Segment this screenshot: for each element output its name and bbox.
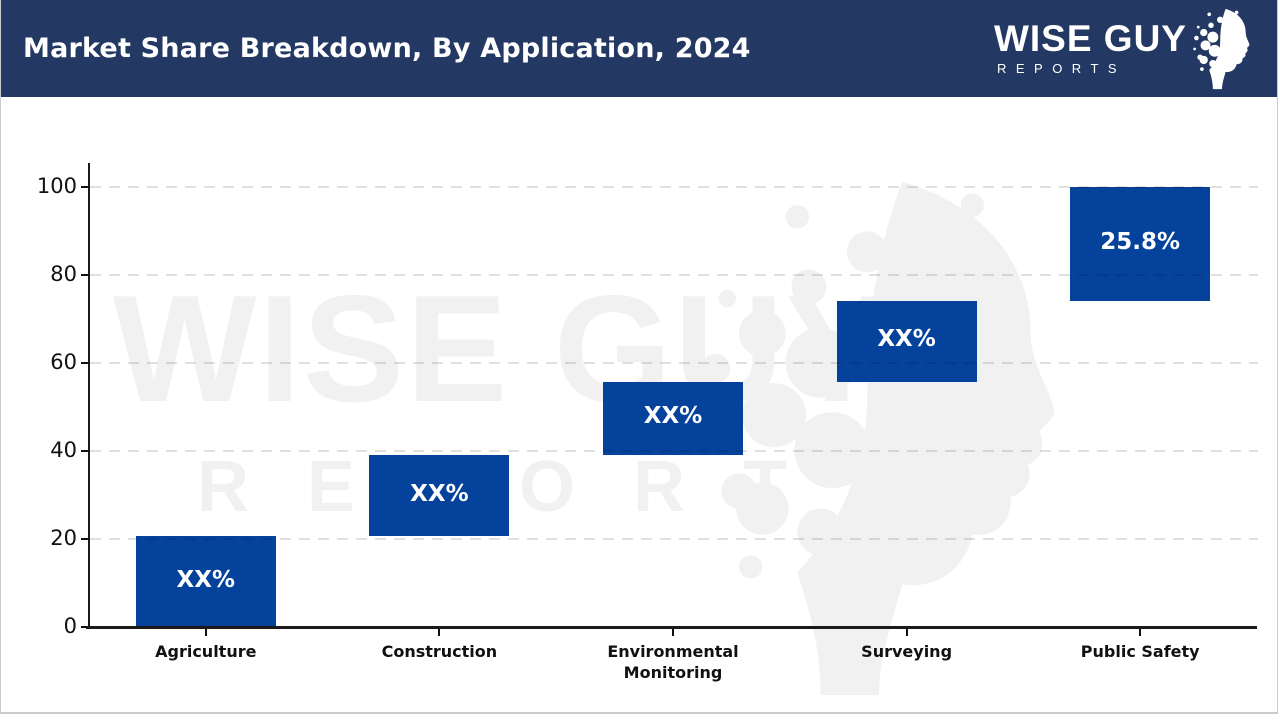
x-tick bbox=[672, 629, 674, 636]
header: Market Share Breakdown, By Application, … bbox=[1, 0, 1277, 97]
y-tick bbox=[81, 538, 89, 540]
x-axis-label: Surveying bbox=[861, 642, 953, 661]
logo-text: WISE GUY REPORTS bbox=[993, 17, 1187, 78]
page-title: Market Share Breakdown, By Application, … bbox=[23, 33, 751, 64]
bar bbox=[369, 454, 510, 537]
x-axis-label: Environmental Monitoring bbox=[607, 642, 739, 682]
gridline bbox=[90, 450, 1258, 452]
logo-wordmark: WISE GUY bbox=[993, 17, 1187, 59]
x-axis-spine bbox=[86, 626, 1257, 629]
gridline bbox=[90, 274, 1258, 276]
x-tick bbox=[905, 629, 908, 636]
y-tick-label: 20 bbox=[50, 526, 77, 550]
y-tick-label: 60 bbox=[50, 350, 77, 374]
x-tick bbox=[204, 629, 207, 636]
y-tick-label: 40 bbox=[50, 438, 77, 462]
bar-value-label: XX% bbox=[877, 326, 936, 353]
logo-head-profile-icon bbox=[1193, 8, 1250, 89]
y-tick bbox=[81, 362, 89, 364]
y-tick bbox=[81, 450, 89, 452]
x-axis-label: Construction bbox=[381, 642, 498, 661]
bar-value-label: 25.8% bbox=[1100, 228, 1181, 255]
bar-value-label: XX% bbox=[410, 480, 469, 507]
gridline bbox=[90, 538, 1258, 540]
y-tick-label: 0 bbox=[63, 614, 77, 638]
gridline bbox=[90, 362, 1258, 364]
x-axis-label: Public Safety bbox=[1080, 642, 1200, 661]
bar bbox=[1070, 187, 1211, 301]
x-axis-label: Agriculture bbox=[155, 642, 257, 661]
y-tick bbox=[81, 626, 89, 628]
wise-guy-logo: WISE GUY REPORTS bbox=[994, 7, 1255, 91]
bar bbox=[836, 300, 977, 382]
x-tick bbox=[1139, 629, 1142, 636]
bar bbox=[135, 536, 276, 627]
bar-value-label: XX% bbox=[176, 566, 236, 593]
y-tick bbox=[81, 186, 89, 188]
logo-subtext: REPORTS bbox=[996, 60, 1127, 76]
y-tick bbox=[81, 274, 89, 276]
y-axis-spine bbox=[88, 163, 90, 629]
y-tick-label: 100 bbox=[36, 174, 77, 198]
y-tick-label: 80 bbox=[50, 262, 77, 286]
gridline bbox=[90, 186, 1258, 188]
x-tick bbox=[438, 629, 441, 636]
bar-value-label: XX% bbox=[643, 403, 703, 430]
bar bbox=[603, 381, 743, 455]
